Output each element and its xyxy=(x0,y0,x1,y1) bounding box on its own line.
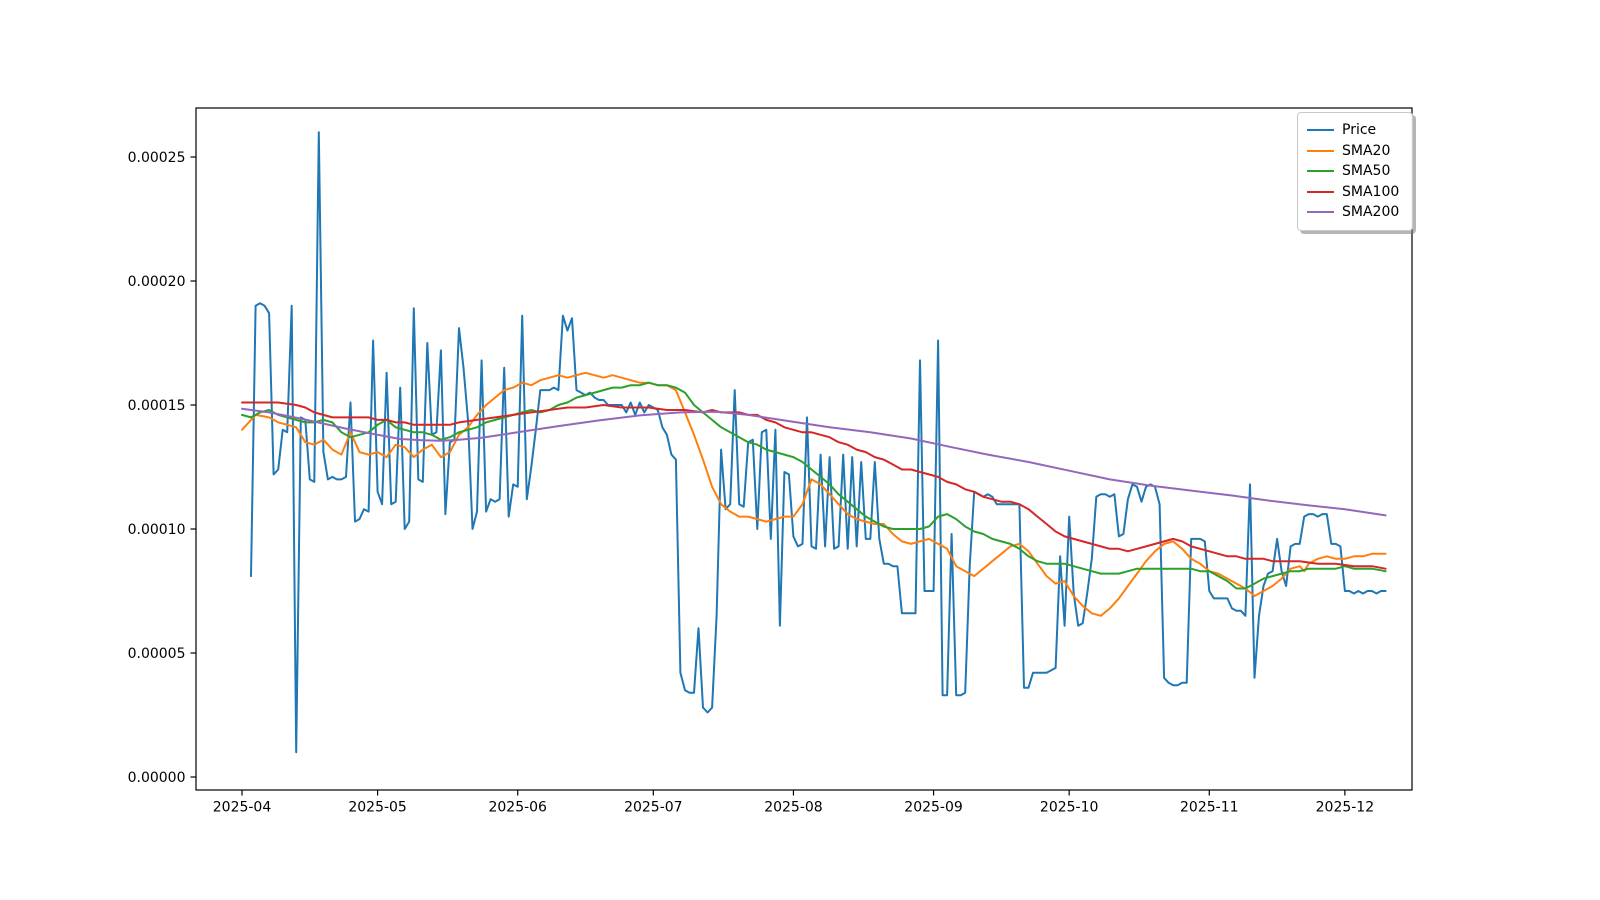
legend-item-sma200: SMA200 xyxy=(1307,202,1403,223)
legend-label-sma20: SMA20 xyxy=(1342,142,1391,159)
legend-line-sma50-icon xyxy=(1307,170,1334,173)
legend-line-sma100-icon xyxy=(1307,190,1334,193)
legend: Price SMA20 SMA50 SMA100 SMA200 xyxy=(1297,112,1413,231)
y-tick-label: 0.00015 xyxy=(128,398,186,414)
x-tick-label: 2025-08 xyxy=(764,800,823,816)
axes-spines xyxy=(195,107,1413,791)
x-tick-label: 2025-12 xyxy=(1316,800,1375,816)
x-tick-label: 2025-04 xyxy=(213,800,272,816)
legend-label-price: Price xyxy=(1342,122,1377,139)
legend-item-sma20: SMA20 xyxy=(1307,141,1403,162)
x-tick-label: 2025-05 xyxy=(348,800,407,816)
x-tick-label: 2025-09 xyxy=(904,800,963,816)
legend-line-sma200-icon xyxy=(1307,211,1334,214)
legend-line-price-icon xyxy=(1307,129,1334,132)
y-tick-label: 0.00000 xyxy=(128,770,186,786)
series-line-sma200 xyxy=(241,407,1387,517)
legend-item-price: Price xyxy=(1307,120,1403,141)
legend-item-sma100: SMA100 xyxy=(1307,182,1403,203)
y-tick-label: 0.00025 xyxy=(128,150,186,166)
series-line-price xyxy=(250,131,1387,754)
legend-label-sma50: SMA50 xyxy=(1342,163,1391,180)
legend-label-sma100: SMA100 xyxy=(1342,183,1400,200)
legend-label-sma200: SMA200 xyxy=(1342,204,1400,221)
y-tick-label: 0.00020 xyxy=(128,274,186,290)
series-line-sma100 xyxy=(241,401,1387,570)
x-tick-label: 2025-07 xyxy=(624,800,683,816)
legend-item-sma50: SMA50 xyxy=(1307,161,1403,182)
series-line-sma50 xyxy=(241,381,1387,590)
x-tick-label: 2025-10 xyxy=(1040,800,1099,816)
x-tick-label: 2025-06 xyxy=(488,800,547,816)
y-tick-label: 0.00005 xyxy=(128,646,186,662)
legend-line-sma20-icon xyxy=(1307,149,1334,152)
series-line-sma20 xyxy=(241,371,1387,617)
x-tick-label: 2025-11 xyxy=(1180,800,1239,816)
y-tick-label: 0.00010 xyxy=(128,522,186,538)
